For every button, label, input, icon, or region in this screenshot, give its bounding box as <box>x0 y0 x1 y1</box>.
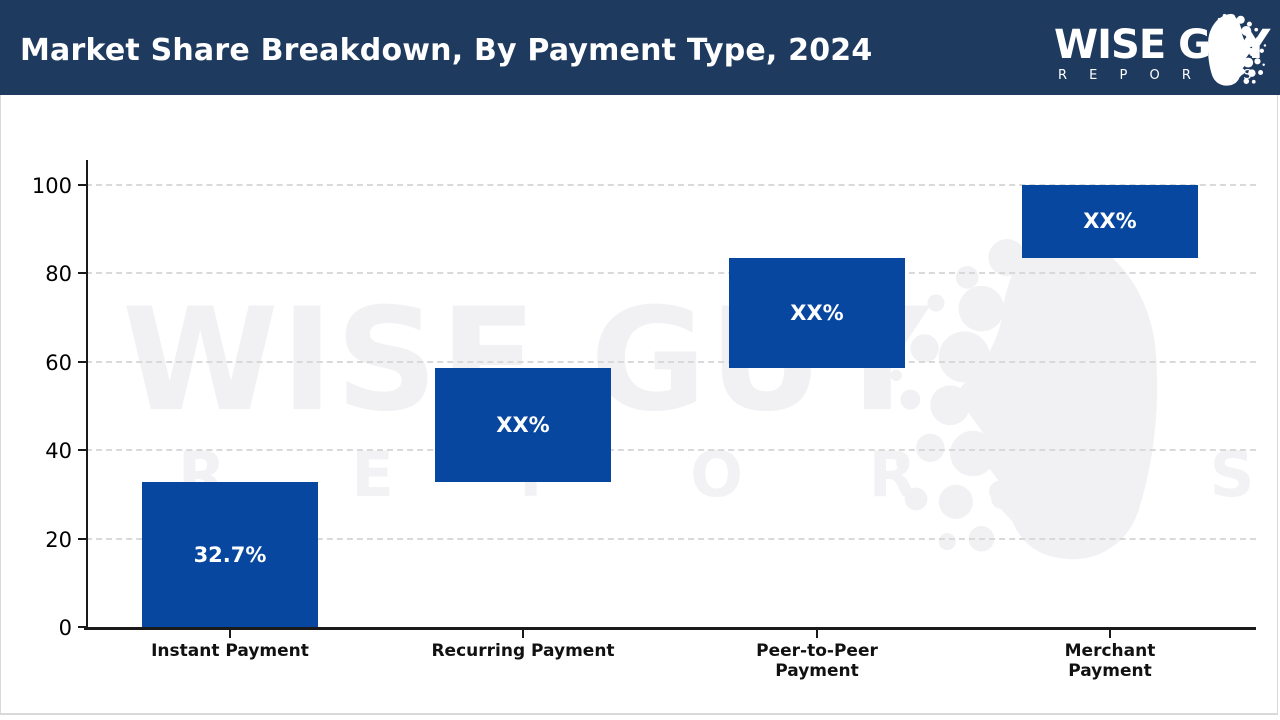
bar-recurring-payment <box>435 367 611 483</box>
x-tick-label-peer-to-peer-payment: Peer-to-Peer Payment <box>756 641 878 682</box>
y-tick-label-0: 0 <box>58 616 72 640</box>
y-tick-mark-20 <box>78 537 86 540</box>
y-tick-mark-0 <box>78 626 86 628</box>
wise-guy-reports-logo: WISE GUY R E P O R T S <box>1026 6 1270 90</box>
y-tick-label-60: 60 <box>45 350 72 375</box>
y-tick-mark-100 <box>78 184 86 186</box>
bar-peer-to-peer-payment <box>729 257 905 368</box>
y-axis-spine <box>86 160 88 630</box>
y-tick-label-40: 40 <box>45 439 72 464</box>
x-tick-mark-recurring-payment <box>522 630 524 638</box>
bar-value-label-instant-payment: 32.7% <box>193 542 267 567</box>
bar-value-label-peer-to-peer-payment: XX% <box>790 300 844 325</box>
gridline-60 <box>86 360 1256 363</box>
y-tick-mark-40 <box>78 449 86 452</box>
bar-value-label-merchant-payment: XX% <box>1083 209 1137 234</box>
logo-head-icon <box>1204 12 1270 88</box>
y-tick-label-20: 20 <box>45 527 72 552</box>
chart-title: Market Share Breakdown, By Payment Type,… <box>20 33 873 68</box>
gridline-100 <box>86 184 1256 186</box>
x-tick-label-recurring-payment: Recurring Payment <box>431 641 615 661</box>
x-tick-mark-instant-payment <box>229 630 231 638</box>
gridline-20 <box>86 537 1256 540</box>
x-tick-mark-merchant-payment <box>1109 630 1111 638</box>
gridline-40 <box>86 449 1256 452</box>
x-tick-label-merchant-payment: Merchant Payment <box>1064 641 1156 682</box>
y-tick-label-80: 80 <box>45 262 72 287</box>
y-tick-mark-80 <box>78 272 86 275</box>
bar-instant-payment <box>142 482 318 627</box>
x-tick-mark-peer-to-peer-payment <box>816 630 818 638</box>
x-tick-label-instant-payment: Instant Payment <box>151 641 309 661</box>
y-tick-mark-60 <box>78 360 86 363</box>
watermark-head-icon <box>878 222 1170 570</box>
bar-value-label-recurring-payment: XX% <box>496 413 550 438</box>
content-border-frame <box>0 95 1278 715</box>
y-tick-label-100: 100 <box>31 174 72 198</box>
bar-merchant-payment <box>1022 185 1198 258</box>
logo-tagline: R E P O R T S <box>1058 68 1261 83</box>
header-banner: Market Share Breakdown, By Payment Type,… <box>0 0 1280 95</box>
gridline-80 <box>86 272 1256 275</box>
x-axis-spine <box>84 627 1256 630</box>
